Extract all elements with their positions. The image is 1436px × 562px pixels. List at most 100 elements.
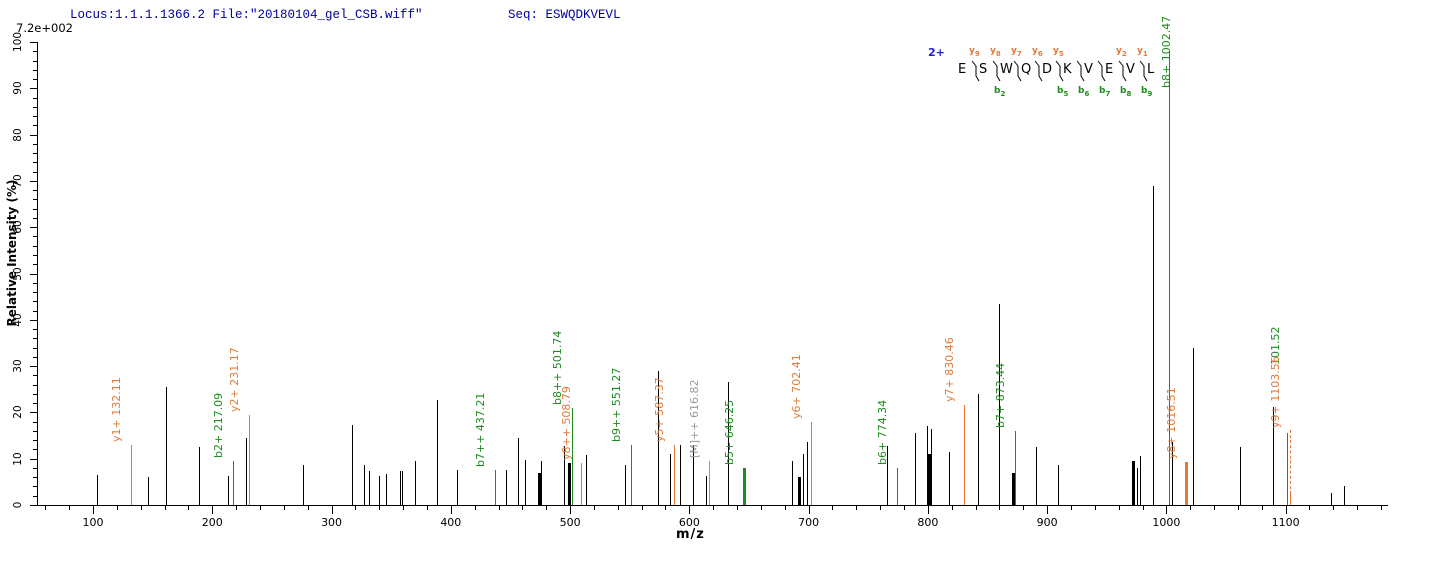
x-tick: [212, 506, 213, 514]
y-tick: [33, 329, 37, 330]
ion-label: b9++ 551.27: [610, 367, 624, 442]
x-tick-label: 800: [917, 516, 939, 529]
cleavage-mark-icon: [971, 60, 980, 82]
fragmentation-mark: [1055, 59, 1064, 87]
spectrum-peak: [517, 437, 519, 505]
ion-label: b7+ 873.44: [994, 362, 1008, 428]
spectrum-peak: [1240, 447, 1242, 505]
x-tick: [1286, 506, 1287, 514]
y-tick-label: 30: [12, 359, 24, 373]
spectrum-peak: [692, 444, 694, 505]
spectrum-peak: [931, 428, 933, 505]
residue-letter: S: [979, 62, 988, 77]
residue-letter: E: [1105, 62, 1114, 77]
x-tick-label: 900: [1036, 516, 1058, 529]
spectrum-peak: [706, 475, 708, 505]
spectrum-peak: [436, 399, 438, 505]
x-tick: [785, 506, 786, 510]
b-ion-mark-label: b9: [1141, 86, 1153, 98]
x-tick-label: 1000: [1152, 516, 1181, 529]
spectrum-peak: [456, 469, 458, 505]
x-tick: [1238, 506, 1239, 510]
spectrum-peak: [1272, 406, 1274, 505]
y-tick: [33, 79, 37, 80]
ion-label: y5+ 587.37: [653, 377, 667, 442]
spectrum-peak: [96, 474, 98, 505]
spectrum-peak: [791, 461, 793, 505]
residue-letter: W: [1000, 62, 1013, 77]
spectrum-peak: [564, 446, 566, 505]
residue-letter: D: [1042, 62, 1053, 77]
x-tick: [999, 506, 1000, 510]
y-tick: [33, 255, 37, 256]
y-ion-peak: [1289, 491, 1291, 505]
y-tick-label: 50: [12, 266, 24, 281]
y-tick-label: 10: [12, 452, 24, 466]
spectrum-peak: [1153, 185, 1155, 505]
spectrum-peak: [807, 442, 809, 505]
fragmentation-mark: [1076, 59, 1085, 87]
x-tick-label: 700: [798, 516, 820, 529]
y-ion-peak: [1185, 461, 1189, 505]
b-ion-peak: [897, 467, 899, 505]
y-ion-mark-label: y8: [990, 46, 1001, 58]
ion-label: y6+ 702.41: [790, 353, 804, 419]
ion-label: y2+ 231.17: [228, 346, 242, 412]
y-tick-label: 0: [12, 501, 24, 509]
spectrum-peak: [1011, 472, 1015, 505]
ion-label: b7++ 437.21: [474, 392, 488, 468]
fragmentation-mark: [1139, 59, 1148, 87]
x-tick: [260, 506, 261, 510]
spectrum-peak: [363, 465, 365, 505]
y-tick: [33, 440, 37, 441]
residue-letter: K: [1063, 62, 1072, 77]
spectrum-peak: [368, 471, 370, 505]
fragmentation-mark: [1097, 59, 1106, 87]
precursor-peak: [709, 461, 711, 505]
b-ion-peak: [743, 467, 747, 505]
x-tick: [1071, 506, 1072, 510]
spectrum-peak: [1172, 442, 1174, 505]
x-tick: [284, 506, 285, 510]
spectrum-peak: [505, 469, 507, 505]
x-tick-label: 300: [321, 516, 343, 529]
y-tick: [33, 375, 37, 376]
x-tick: [45, 506, 46, 510]
spectrum-peak: [302, 465, 304, 505]
spectrum-peak: [887, 446, 889, 505]
y-tick: [33, 107, 37, 108]
y-tick-label: 20: [12, 405, 24, 420]
spectrum-peak: [1136, 467, 1138, 505]
x-axis-title: m/z: [676, 527, 705, 542]
spectrum-peak: [1057, 465, 1059, 505]
spectrum-peak: [1330, 492, 1332, 505]
x-tick: [1119, 506, 1120, 510]
x-tick: [976, 506, 977, 510]
x-tick: [1333, 506, 1334, 510]
b-ion-mark-label: b8: [1120, 86, 1132, 98]
spectrum-peak: [658, 370, 660, 505]
x-tick: [1095, 506, 1096, 510]
y-tick: [33, 422, 37, 423]
x-tick: [761, 506, 762, 510]
y-ion-peak: [249, 414, 251, 505]
ion-label: y8++ 508.79: [559, 386, 573, 461]
cleavage-mark-icon: [992, 60, 1001, 82]
y-tick: [30, 227, 37, 228]
fragmentation-mark: [1118, 59, 1127, 87]
spectrum-peak: [1131, 461, 1135, 505]
spectrum-peak: [679, 444, 681, 505]
spectrum-peak: [802, 454, 804, 505]
y-tick: [30, 505, 37, 506]
b-ion-mark-label: b6: [1078, 86, 1090, 98]
fragmentation-mark: [1013, 59, 1022, 87]
x-tick: [546, 506, 547, 510]
y-ion-peak: [674, 444, 676, 505]
spectrum-peak: [1140, 456, 1142, 505]
y-tick: [33, 98, 37, 99]
spectrum-peak: [727, 381, 729, 505]
x-tick: [522, 506, 523, 510]
y-tick: [33, 292, 37, 293]
